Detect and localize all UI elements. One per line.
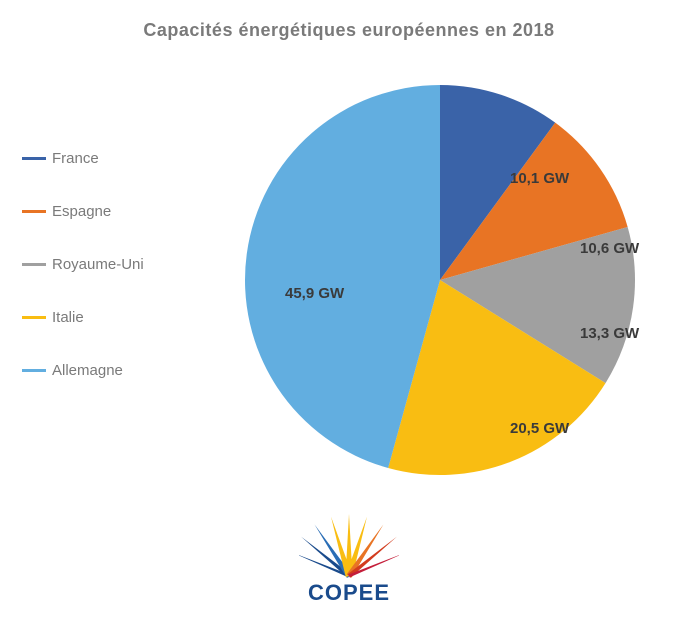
legend-swatch: [22, 263, 46, 266]
slice-label-italie: 20,5 GW: [510, 420, 569, 437]
pie-chart: 10,1 GW 10,6 GW 13,3 GW 20,5 GW 45,9 GW: [230, 70, 650, 490]
slice-label-espagne: 10,6 GW: [580, 240, 639, 257]
legend-swatch: [22, 316, 46, 319]
legend-label: Italie: [52, 309, 84, 326]
legend-label: France: [52, 150, 99, 167]
slice-label-france: 10,1 GW: [510, 170, 569, 187]
legend-item: Royaume-Uni: [22, 256, 202, 273]
legend-swatch: [22, 157, 46, 160]
legend-label: Espagne: [52, 203, 111, 220]
legend-label: Royaume-Uni: [52, 256, 144, 273]
slice-label-royaume-uni: 13,3 GW: [580, 325, 639, 342]
legend-swatch: [22, 210, 46, 213]
logo: COPEE: [0, 508, 698, 606]
legend-swatch: [22, 369, 46, 372]
legend-item: Italie: [22, 309, 202, 326]
logo-icon: [299, 508, 399, 578]
pie-svg: [230, 70, 650, 490]
legend-item: France: [22, 150, 202, 167]
slice-label-allemagne: 45,9 GW: [285, 285, 344, 302]
legend: France Espagne Royaume-Uni Italie Allema…: [22, 150, 202, 415]
legend-label: Allemagne: [52, 362, 123, 379]
logo-text: COPEE: [308, 580, 390, 606]
chart-title: Capacités énergétiques européennes en 20…: [0, 20, 698, 41]
legend-item: Espagne: [22, 203, 202, 220]
legend-item: Allemagne: [22, 362, 202, 379]
